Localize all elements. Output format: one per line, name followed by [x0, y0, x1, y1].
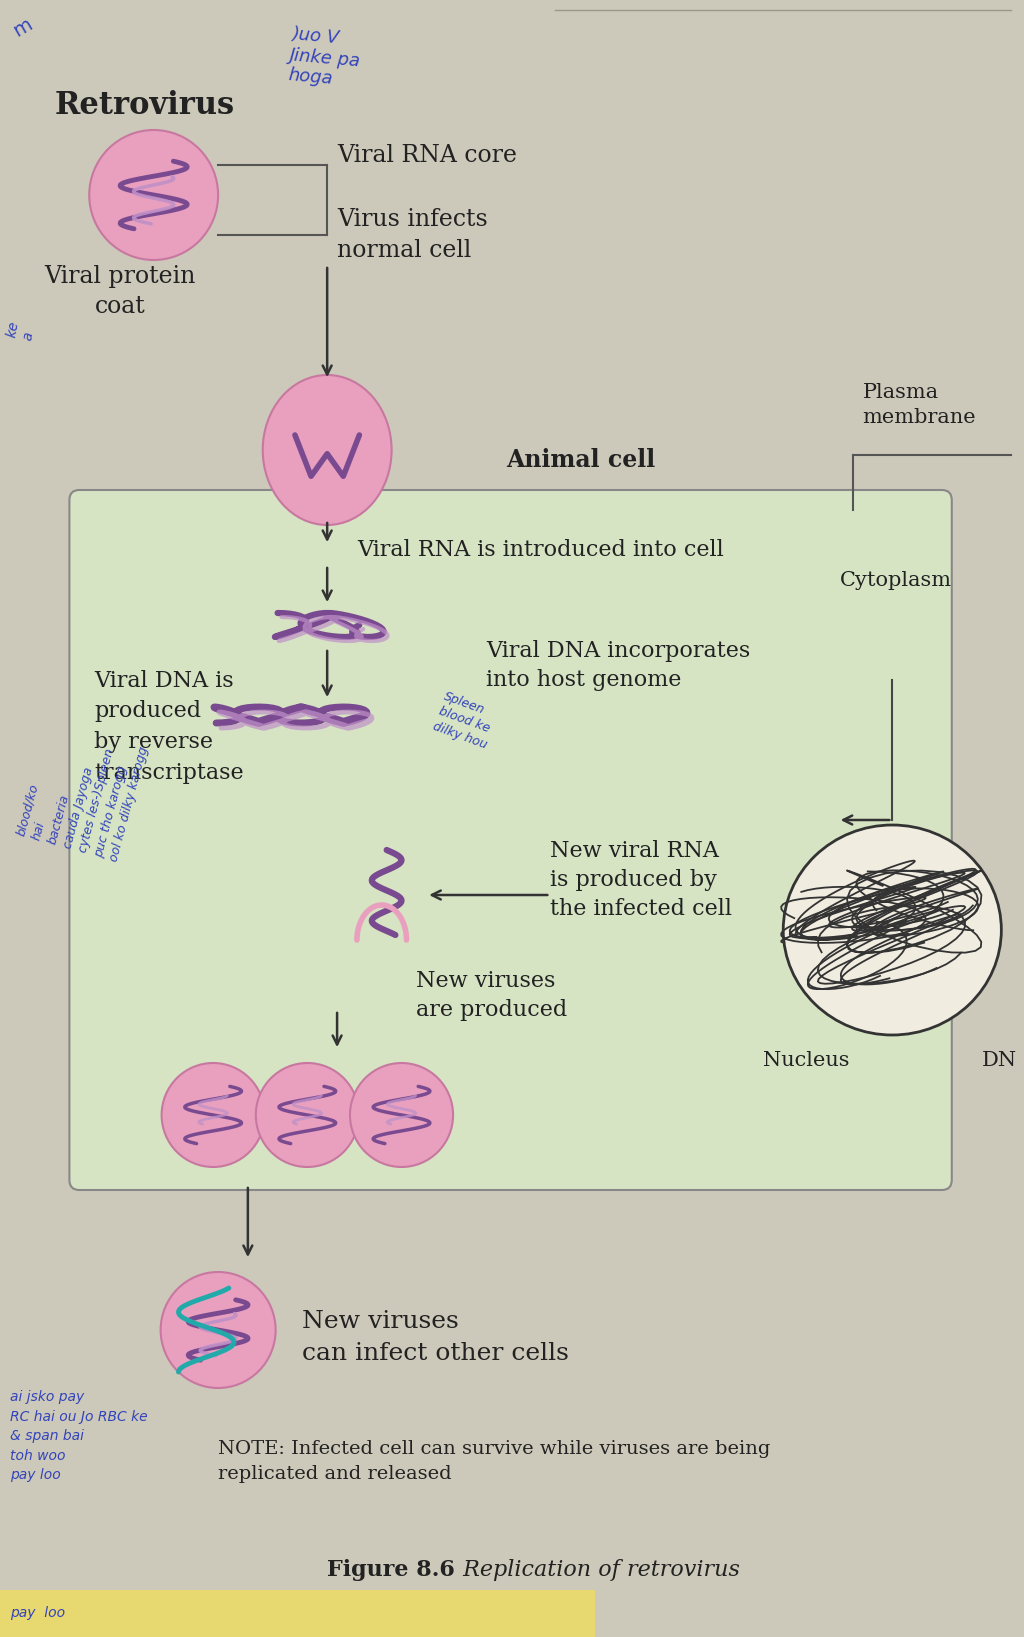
Text: pay  loo: pay loo [10, 1606, 66, 1621]
Text: Viral protein
coat: Viral protein coat [45, 265, 196, 318]
Text: ai jsko pay
RC hai ou Jo RBC ke
& span bai
toh woo
pay loo: ai jsko pay RC hai ou Jo RBC ke & span b… [10, 1390, 147, 1481]
Text: Viral DNA incorporates
into host genome: Viral DNA incorporates into host genome [485, 640, 750, 691]
Text: Plasma
membrane: Plasma membrane [862, 383, 976, 427]
Text: Spleen
blood ke
dilky hou: Spleen blood ke dilky hou [431, 691, 500, 751]
Text: Animal cell: Animal cell [506, 449, 655, 471]
Ellipse shape [89, 129, 218, 260]
Text: New viruses
can infect other cells: New viruses can infect other cells [302, 1310, 569, 1365]
Text: Replication of retrovirus: Replication of retrovirus [456, 1558, 740, 1581]
Text: Viral RNA is introduced into cell: Viral RNA is introduced into cell [357, 539, 724, 561]
FancyBboxPatch shape [70, 489, 951, 1190]
Text: m: m [10, 15, 36, 41]
Ellipse shape [350, 1062, 453, 1167]
Text: Viral DNA is
produced
by reverse
transcriptase: Viral DNA is produced by reverse transcr… [94, 670, 244, 784]
Text: Virus infects
normal cell: Virus infects normal cell [337, 208, 487, 262]
Text: )uo V
Jinke pa
hoga: )uo V Jinke pa hoga [288, 25, 364, 90]
Ellipse shape [256, 1062, 358, 1167]
FancyBboxPatch shape [0, 1590, 595, 1637]
Ellipse shape [263, 375, 391, 525]
Text: ke
a: ke a [5, 319, 38, 342]
Ellipse shape [162, 1062, 265, 1167]
Text: New viral RNA
is produced by
the infected cell: New viral RNA is produced by the infecte… [550, 840, 732, 920]
Ellipse shape [161, 1272, 275, 1388]
Text: New viruses
are produced: New viruses are produced [417, 971, 567, 1021]
Text: DN: DN [982, 1051, 1017, 1069]
Text: blood/ko
hai
bacteria
cauda Jayoga
cytes les-)Spleen
puc tho karogg
ool ko dilky: blood/ko hai bacteria cauda Jayoga cytes… [15, 720, 151, 863]
Text: Retrovirus: Retrovirus [54, 90, 234, 121]
Text: Figure 8.6: Figure 8.6 [328, 1558, 455, 1581]
Ellipse shape [783, 825, 1001, 1035]
Text: Viral RNA core: Viral RNA core [337, 144, 517, 167]
Text: NOTE: Infected cell can survive while viruses are being
replicated and released: NOTE: Infected cell can survive while vi… [218, 1441, 770, 1483]
Text: Nucleus: Nucleus [764, 1051, 850, 1069]
Text: Cytoplasm: Cytoplasm [840, 571, 951, 589]
